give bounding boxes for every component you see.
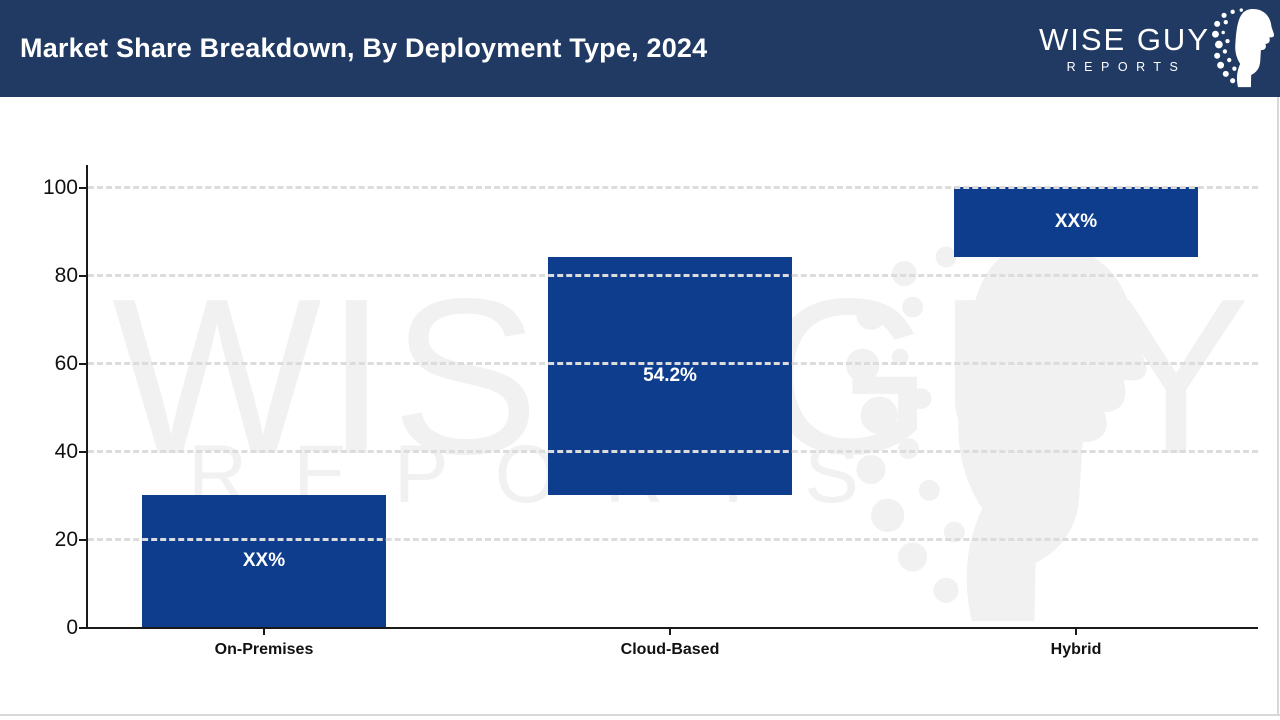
bar-value-label-3: XX% [1054, 210, 1098, 232]
y-axis-line [86, 165, 88, 629]
header-bar: Market Share Breakdown, By Deployment Ty… [0, 0, 1280, 97]
x-tick-mark-2 [669, 627, 671, 635]
bar-on-premises [142, 495, 386, 627]
y-tick-mark-40 [79, 451, 88, 453]
y-tick-mark-80 [79, 275, 88, 277]
gridline-40 [88, 450, 1258, 453]
y-tick-label-60: 60 [54, 352, 78, 375]
y-tick-label-40: 40 [54, 440, 78, 463]
x-axis-line [86, 627, 1258, 629]
x-tick-mark-3 [1075, 627, 1077, 635]
gridline-80 [88, 274, 1258, 277]
brand-wordmark: WISE GUY [1038, 22, 1210, 57]
y-tick-label-100: 100 [42, 176, 78, 199]
gridline-60 [88, 362, 1258, 365]
x-category-label-3: Hybrid [1050, 641, 1102, 658]
y-tick-mark-0 [79, 627, 88, 629]
x-category-label-1: On-Premises [214, 641, 314, 658]
brand-head-logo-icon [1212, 8, 1274, 88]
y-tick-label-0: 0 [66, 616, 78, 639]
brand-tagline: REPORTS [1066, 60, 1187, 74]
chart-title: Market Share Breakdown, By Deployment Ty… [20, 33, 708, 63]
bar-cloud-based [548, 256, 792, 495]
y-tick-label-20: 20 [54, 528, 78, 551]
gridline-20 [88, 538, 1258, 541]
y-tick-mark-20 [79, 539, 88, 541]
y-tick-mark-60 [79, 363, 88, 365]
x-category-label-2: Cloud-Based [620, 641, 720, 658]
gridline-100 [88, 186, 1258, 189]
bar-value-label-2: 54.2% [643, 364, 697, 386]
card-right-border [1277, 97, 1279, 716]
y-tick-mark-100 [79, 187, 88, 189]
card-bottom-border [0, 714, 1280, 716]
brand-logo: WISE GUY REPORTS [1039, 6, 1274, 90]
y-tick-label-80: 80 [54, 264, 78, 287]
plot-area: 0 20 40 60 80 100 XX% On-Premises 54.2% Cloud-Bas… [0, 97, 1280, 717]
bar-value-label-1: XX% [242, 550, 286, 571]
x-tick-mark-1 [263, 627, 265, 635]
brand-logo-text: WISE GUY REPORTS [1039, 22, 1210, 74]
